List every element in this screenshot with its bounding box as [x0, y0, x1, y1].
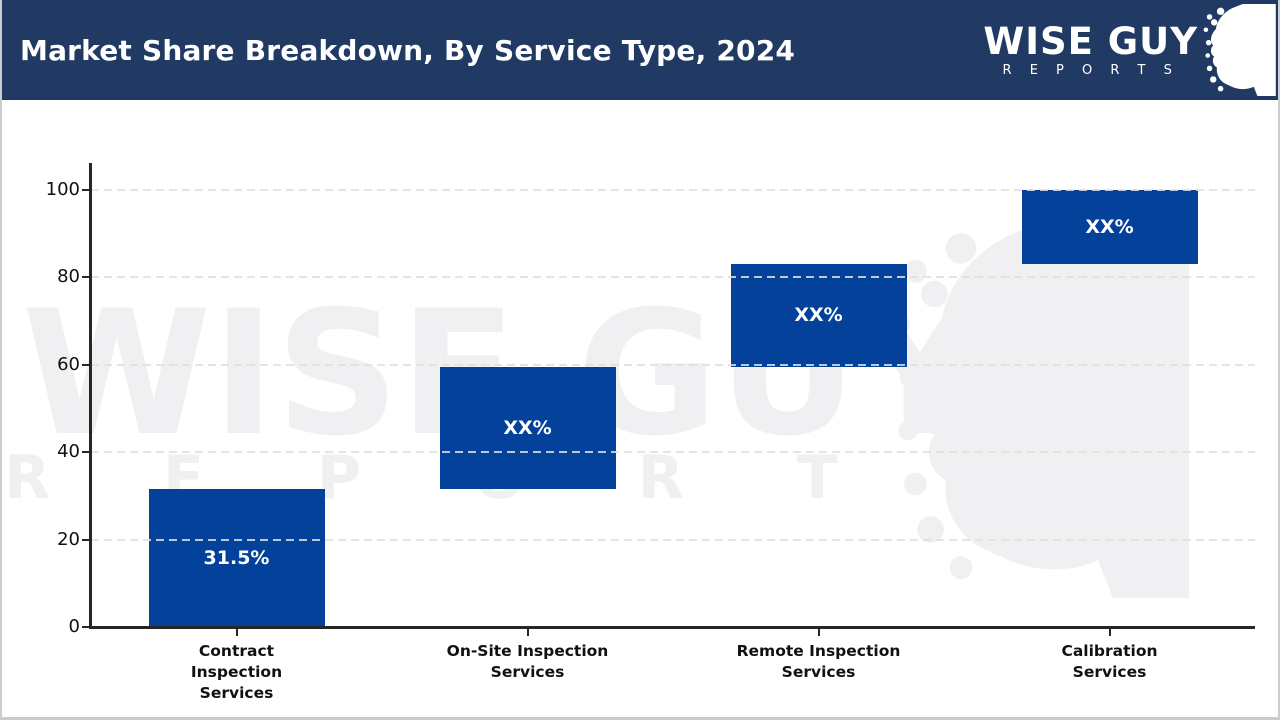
y-tick-label: 60	[57, 353, 80, 375]
brand-sub: R E P O R T S	[1002, 63, 1179, 78]
y-tick-mark	[82, 626, 91, 628]
bar: XX%	[439, 366, 616, 490]
y-tick-label: 40	[57, 441, 80, 462]
dotted-head-icon	[1203, 4, 1276, 96]
bar-value-label: XX%	[1085, 215, 1134, 238]
bar: XX%	[730, 263, 907, 367]
y-tick-mark	[82, 538, 91, 541]
bar-value-label: XX%	[503, 416, 552, 439]
brand-name: WISE GUY	[983, 20, 1198, 63]
x-category-line: Services	[199, 684, 274, 702]
header-bar: Market Share Breakdown, By Service Type,…	[2, 0, 1278, 100]
grid-line	[91, 363, 1255, 366]
y-tick-label: 80	[57, 266, 80, 287]
grid-line	[91, 188, 1255, 191]
x-category-line: Services	[1072, 663, 1147, 681]
x-category-label: Calibration Services	[985, 641, 1235, 683]
grid-line	[91, 276, 1255, 278]
bar-value-label: XX%	[794, 304, 843, 327]
bar: 31.5%	[148, 489, 325, 627]
x-tick-mark	[526, 628, 529, 636]
x-tick-mark	[817, 628, 820, 636]
y-axis-line	[89, 163, 92, 629]
y-tick-mark	[82, 451, 91, 453]
x-tick-mark	[1108, 628, 1111, 636]
y-tick-label: 20	[57, 528, 80, 550]
page-title: Market Share Breakdown, By Service Type,…	[20, 33, 796, 67]
grid-line	[91, 538, 1255, 541]
x-category-label: Remote Inspection Services	[694, 641, 944, 683]
y-tick-label: 0	[68, 616, 80, 637]
y-tick-mark	[82, 276, 91, 278]
x-category-line: Calibration	[1061, 642, 1158, 660]
x-category-line: Inspection	[190, 663, 283, 681]
y-tick-label: 100	[45, 178, 80, 200]
x-category-line: Remote Inspection	[736, 642, 901, 660]
brand-logo: WISE GUY R E P O R T S	[983, 4, 1278, 96]
x-category-line: Services	[781, 663, 856, 681]
x-category-label: Contract Inspection Services	[112, 641, 362, 704]
y-tick-mark	[82, 363, 91, 366]
x-category-line: Services	[490, 663, 565, 681]
bar: XX%	[1021, 189, 1198, 264]
y-tick-mark	[82, 188, 91, 191]
brand-text: WISE GUY R E P O R T S	[983, 23, 1198, 77]
x-category-line: Contract	[198, 642, 275, 660]
bar-value-label: 31.5%	[203, 547, 270, 570]
x-tick-mark	[235, 628, 238, 636]
x-category-line: On-Site Inspection	[446, 642, 609, 660]
x-category-label: On-Site Inspection Services	[403, 641, 653, 683]
grid-line	[91, 451, 1255, 453]
x-axis-line	[89, 626, 1255, 629]
